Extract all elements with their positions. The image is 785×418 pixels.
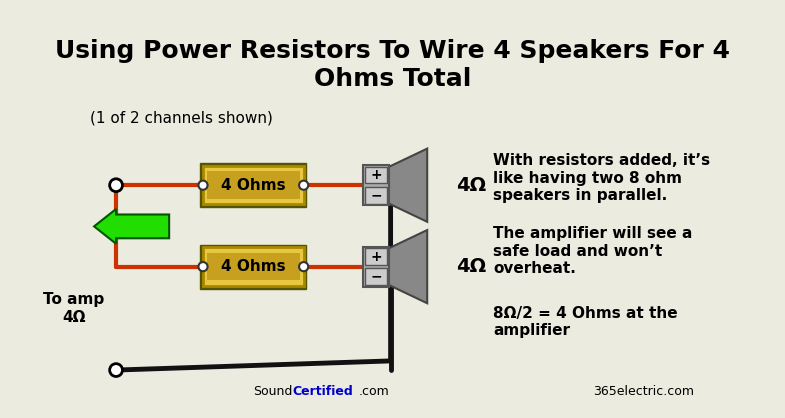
Text: 4Ω: 4Ω xyxy=(457,176,487,195)
Circle shape xyxy=(199,262,207,271)
Text: 4 Ohms: 4 Ohms xyxy=(221,259,286,274)
Polygon shape xyxy=(389,149,427,222)
Circle shape xyxy=(110,364,122,377)
FancyBboxPatch shape xyxy=(200,245,306,288)
Text: 4 Ohms: 4 Ohms xyxy=(221,178,286,193)
Text: The amplifier will see a
safe load and won’t
overheat.: The amplifier will see a safe load and w… xyxy=(493,227,692,276)
Text: −: − xyxy=(371,270,382,284)
Circle shape xyxy=(299,262,309,271)
Circle shape xyxy=(199,181,207,190)
Text: (1 of 2 channels shown): (1 of 2 channels shown) xyxy=(90,111,273,126)
FancyBboxPatch shape xyxy=(206,190,300,199)
Text: 365electric.com: 365electric.com xyxy=(593,385,695,398)
FancyBboxPatch shape xyxy=(203,166,304,204)
FancyBboxPatch shape xyxy=(363,247,389,287)
FancyBboxPatch shape xyxy=(365,167,387,184)
Text: Certified: Certified xyxy=(293,385,353,398)
Text: To amp
4Ω: To amp 4Ω xyxy=(43,292,104,325)
Text: With resistors added, it’s
like having two 8 ohm
speakers in parallel.: With resistors added, it’s like having t… xyxy=(493,153,710,203)
Text: +: + xyxy=(371,168,382,182)
FancyArrow shape xyxy=(94,209,169,244)
FancyBboxPatch shape xyxy=(206,262,300,271)
Circle shape xyxy=(110,179,122,191)
Text: −: − xyxy=(371,188,382,202)
FancyBboxPatch shape xyxy=(206,253,300,262)
Text: 4Ω: 4Ω xyxy=(457,257,487,276)
FancyBboxPatch shape xyxy=(363,165,389,205)
FancyBboxPatch shape xyxy=(203,247,304,286)
Text: +: + xyxy=(371,250,382,264)
FancyBboxPatch shape xyxy=(206,271,300,280)
FancyBboxPatch shape xyxy=(365,268,387,285)
FancyBboxPatch shape xyxy=(365,248,387,265)
Polygon shape xyxy=(389,230,427,303)
FancyBboxPatch shape xyxy=(365,187,387,204)
Text: Using Power Resistors To Wire 4 Speakers For 4
Ohms Total: Using Power Resistors To Wire 4 Speakers… xyxy=(55,39,730,91)
Circle shape xyxy=(299,181,309,190)
Text: .com: .com xyxy=(359,385,389,398)
Text: 8Ω/2 = 4 Ohms at the
amplifier: 8Ω/2 = 4 Ohms at the amplifier xyxy=(493,306,677,339)
Text: Sound: Sound xyxy=(254,385,293,398)
FancyBboxPatch shape xyxy=(206,171,300,181)
FancyBboxPatch shape xyxy=(206,181,300,190)
FancyBboxPatch shape xyxy=(200,163,306,207)
